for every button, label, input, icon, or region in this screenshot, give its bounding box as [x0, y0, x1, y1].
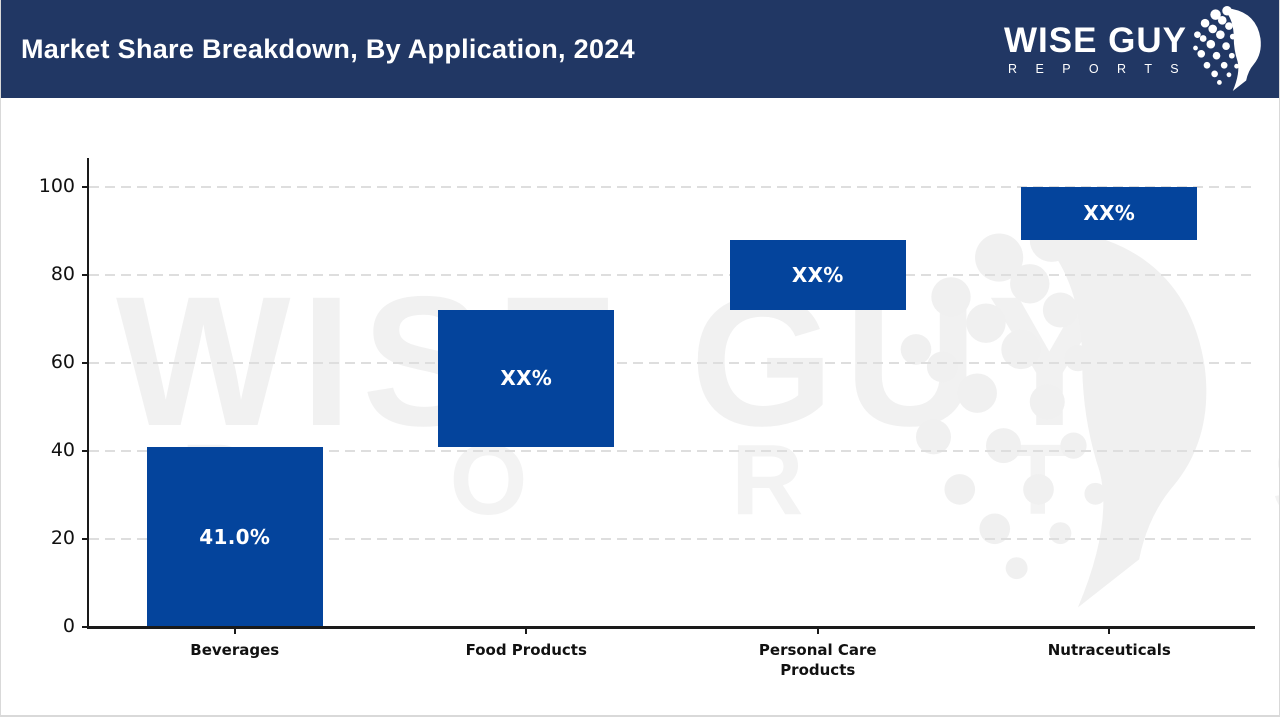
y-axis	[87, 158, 89, 629]
wise-guy-reports-logo: WISE GUY R E P O R T S	[1004, 6, 1267, 92]
y-tick-20	[82, 538, 89, 540]
y-tick-40	[82, 450, 89, 452]
logo-wordmark: WISE GUY	[1003, 20, 1187, 60]
bar-beverages: 41.0%	[146, 446, 323, 627]
bar-food-products: XX%	[438, 310, 615, 447]
x-label-nutraceuticals: Nutraceuticals	[1047, 641, 1171, 659]
x-label-beverages: Beverages	[190, 641, 280, 659]
bar-label-nutraceuticals: XX%	[1083, 201, 1136, 226]
y-tick-0	[82, 626, 89, 628]
gridline-80	[89, 274, 1255, 276]
gridline-20	[89, 538, 1255, 540]
gridline-100	[89, 186, 1255, 188]
bar-label-beverages: 41.0%	[199, 524, 271, 549]
bar-label-personal-care-products: XX%	[791, 262, 844, 287]
watermark-head-dots	[900, 218, 1207, 608]
x-axis	[87, 626, 1255, 629]
y-tick-80	[82, 274, 89, 276]
header-band: Market Share Breakdown, By Application, …	[1, 0, 1279, 98]
gridline-60	[89, 362, 1255, 364]
x-label-personal-care-products: Personal Care Products	[758, 641, 877, 679]
x-tick-beverages	[233, 627, 236, 634]
bar-label-food-products: XX%	[500, 366, 553, 391]
logo-text: WISE GUY R E P O R T S	[1003, 20, 1187, 76]
bar-nutraceuticals: XX%	[1021, 187, 1198, 240]
x-label-food-products: Food Products	[465, 641, 587, 659]
chart-title: Market Share Breakdown, By Application, …	[21, 33, 635, 64]
gridline-40	[89, 450, 1255, 452]
logo-head-dots-icon	[1193, 6, 1261, 92]
logo-subtitle: R E P O R T S	[1007, 61, 1187, 76]
y-tick-label-60: 60	[50, 351, 75, 373]
y-tick-100	[82, 186, 89, 188]
y-tick-label-100: 100	[38, 175, 75, 197]
bar-personal-care-products: XX%	[729, 239, 906, 311]
y-tick-label-40: 40	[50, 439, 75, 461]
y-tick-label-0: 0	[62, 615, 75, 637]
x-tick-nutraceuticals	[1108, 627, 1111, 634]
y-tick-label-20: 20	[50, 527, 75, 549]
x-tick-food-products	[525, 627, 528, 634]
y-tick-label-80: 80	[50, 263, 75, 285]
x-tick-personal-care-products	[816, 627, 819, 634]
y-tick-60	[82, 362, 89, 364]
